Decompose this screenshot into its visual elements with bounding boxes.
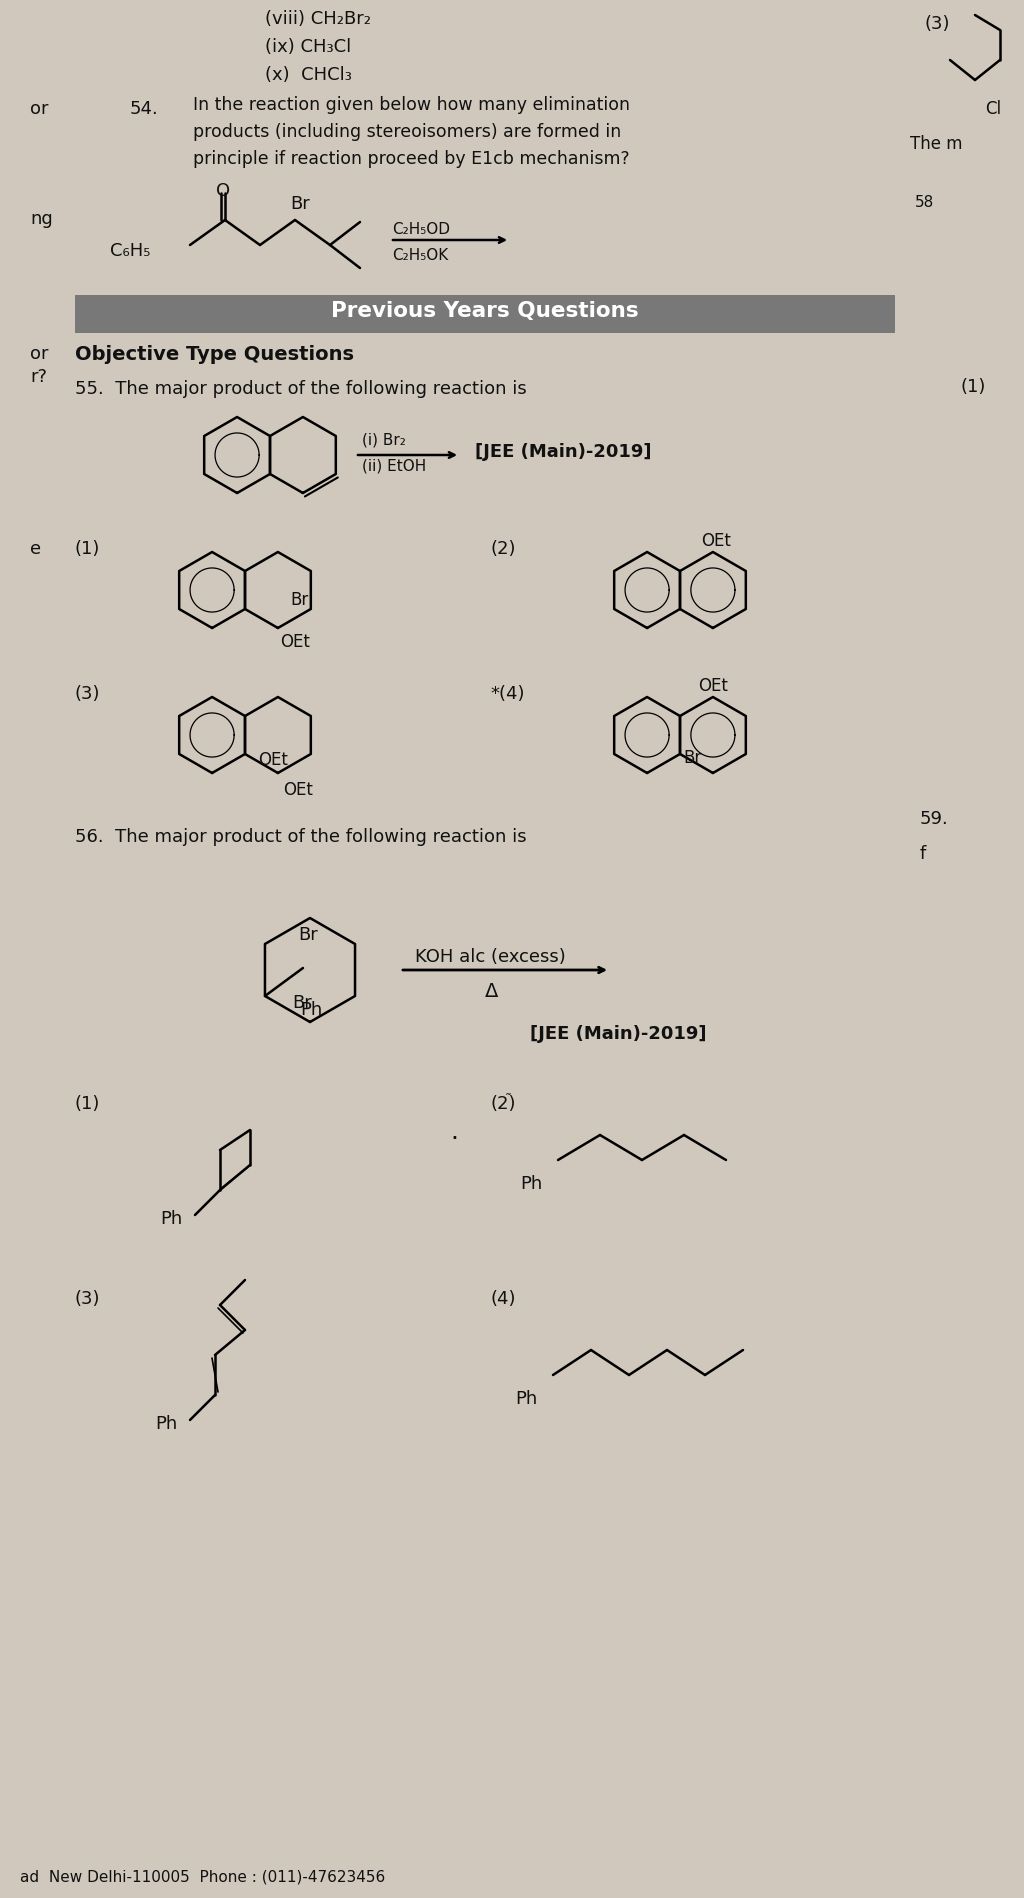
Text: 54.: 54. — [130, 101, 159, 118]
Text: Ph: Ph — [300, 1000, 323, 1019]
Text: [JEE (Main)-2019]: [JEE (Main)-2019] — [530, 1025, 707, 1044]
Text: O: O — [216, 182, 230, 199]
Text: Br: Br — [290, 195, 309, 213]
Text: (ii) EtOH: (ii) EtOH — [362, 457, 426, 473]
Text: Ph: Ph — [520, 1175, 543, 1194]
Text: *(4): *(4) — [490, 685, 524, 702]
Text: Ph: Ph — [515, 1389, 538, 1408]
Text: products (including stereoisomers) are formed in: products (including stereoisomers) are f… — [193, 123, 622, 140]
Text: KOH alc (excess): KOH alc (excess) — [415, 947, 565, 966]
Text: Br: Br — [291, 590, 309, 609]
Text: 56.  The major product of the following reaction is: 56. The major product of the following r… — [75, 828, 526, 847]
Text: OEt: OEt — [280, 634, 310, 651]
Text: (3): (3) — [75, 685, 100, 702]
Text: ng: ng — [30, 211, 53, 228]
Text: 58: 58 — [915, 195, 934, 211]
Text: (ix) CH₃Cl: (ix) CH₃Cl — [265, 38, 351, 57]
Text: Br: Br — [683, 750, 701, 767]
Text: OEt: OEt — [698, 678, 728, 695]
Text: OEt: OEt — [700, 531, 731, 550]
Text: r?: r? — [30, 368, 47, 385]
Text: Cl: Cl — [985, 101, 1001, 118]
Text: ad  New Delhi-110005  Phone : (011)-47623456: ad New Delhi-110005 Phone : (011)-476234… — [20, 1870, 385, 1885]
Text: Ph: Ph — [160, 1211, 182, 1228]
Text: (viii) CH₂Br₂: (viii) CH₂Br₂ — [265, 9, 371, 28]
Text: or: or — [30, 101, 48, 118]
Text: Previous Years Questions: Previous Years Questions — [331, 302, 639, 321]
Text: Br: Br — [298, 926, 317, 943]
Text: (3): (3) — [75, 1291, 100, 1308]
Text: In the reaction given below how many elimination: In the reaction given below how many eli… — [193, 97, 630, 114]
Text: (2): (2) — [490, 541, 515, 558]
Text: Br: Br — [292, 995, 311, 1012]
Bar — [75, 294, 895, 332]
Text: 55.  The major product of the following reaction is: 55. The major product of the following r… — [75, 380, 526, 399]
Text: [JEE (Main)-2019]: [JEE (Main)-2019] — [475, 442, 651, 461]
Text: (2): (2) — [490, 1095, 515, 1112]
Text: (1): (1) — [75, 541, 100, 558]
Text: Ph: Ph — [155, 1416, 177, 1433]
Text: ˜: ˜ — [505, 1093, 512, 1107]
Text: .: . — [450, 1120, 458, 1144]
Text: Objective Type Questions: Objective Type Questions — [75, 345, 354, 364]
Text: f: f — [920, 845, 927, 864]
Text: principle if reaction proceed by E1cb mechanism?: principle if reaction proceed by E1cb me… — [193, 150, 630, 169]
Text: (3): (3) — [925, 15, 950, 32]
Text: 59.: 59. — [920, 810, 949, 828]
Text: (i) Br₂: (i) Br₂ — [362, 433, 406, 448]
Text: e: e — [30, 541, 41, 558]
Text: OEt: OEt — [283, 780, 312, 799]
Text: C₆H₅: C₆H₅ — [110, 243, 151, 260]
Text: (1): (1) — [75, 1095, 100, 1112]
Text: (4): (4) — [490, 1291, 515, 1308]
Text: (x)  CHCl₃: (x) CHCl₃ — [265, 66, 352, 84]
Text: C₂H₅OK: C₂H₅OK — [392, 249, 449, 264]
Text: The m: The m — [910, 135, 963, 154]
Text: or: or — [30, 345, 48, 363]
Text: Δ: Δ — [485, 981, 499, 1000]
Text: OEt: OEt — [258, 752, 288, 769]
Text: (1): (1) — [961, 378, 985, 397]
Text: C₂H₅OD: C₂H₅OD — [392, 222, 450, 237]
